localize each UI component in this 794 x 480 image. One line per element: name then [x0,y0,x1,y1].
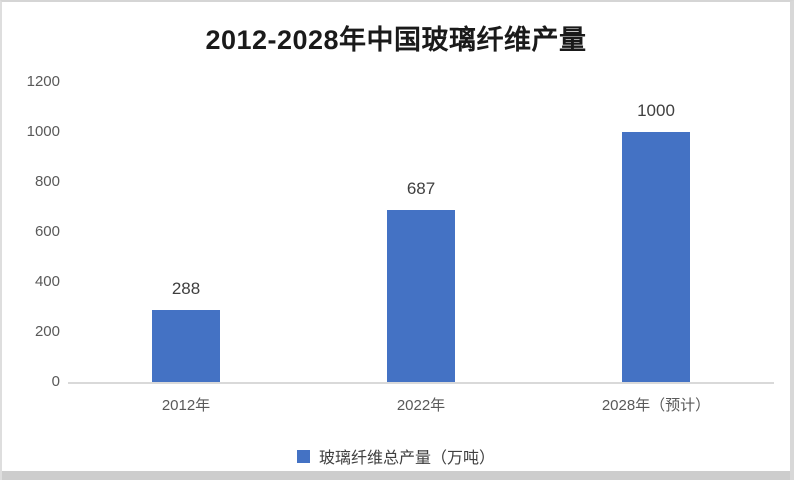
bar-value-label: 687 [406,179,436,198]
bar-2028年（预计） [622,132,690,382]
x-axis-line [68,382,774,384]
bar-value-label: 1000 [637,101,675,120]
y-axis-tick-label: 1200 [26,73,60,90]
y-axis-tick-label: 600 [34,223,60,240]
legend-series-label: 玻璃纤维总产量（万吨） [318,450,495,467]
y-axis-tick-label: 800 [34,173,60,190]
chart-title: 2012-2028年中国玻璃纤维产量 [205,25,587,55]
y-axis-tick-label: 0 [51,373,60,390]
legend-swatch-icon [296,449,310,463]
y-axis-tick-label: 400 [34,273,60,290]
x-axis-category-label: 2028年（预计） [601,397,711,414]
bar-2012年 [152,310,220,382]
bar-2022年 [387,210,455,382]
legend: 玻璃纤维总产量（万吨） [2,444,790,468]
x-axis-category-label: 2022年 [396,397,446,414]
y-axis-tick-label: 1000 [26,123,60,140]
x-axis-category-label: 2012年 [161,397,211,414]
card-bottom-border [2,471,790,480]
y-axis-tick-label: 200 [34,323,60,340]
bar-value-label: 288 [171,279,201,298]
